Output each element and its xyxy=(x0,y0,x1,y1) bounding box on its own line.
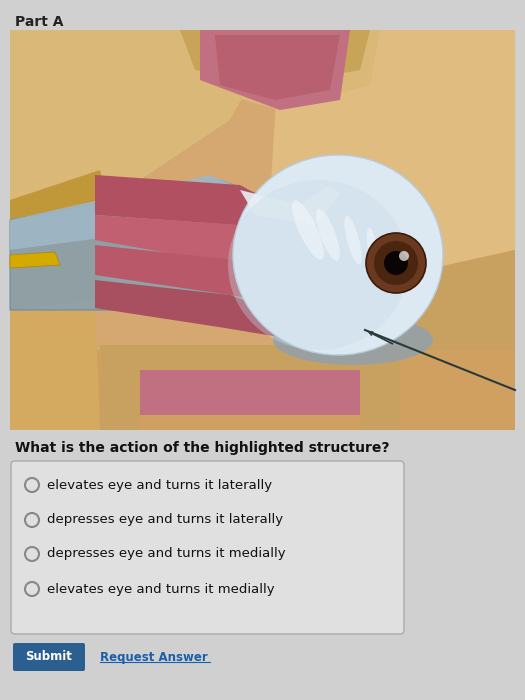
Polygon shape xyxy=(95,280,285,338)
Polygon shape xyxy=(270,30,515,280)
Polygon shape xyxy=(10,175,255,250)
Text: depresses eye and turns it medially: depresses eye and turns it medially xyxy=(47,547,286,561)
Polygon shape xyxy=(140,360,360,415)
Polygon shape xyxy=(10,252,60,268)
Polygon shape xyxy=(215,35,340,100)
Polygon shape xyxy=(200,30,350,110)
FancyBboxPatch shape xyxy=(11,461,404,634)
Circle shape xyxy=(399,251,409,261)
Text: elevates eye and turns it medially: elevates eye and turns it medially xyxy=(47,582,275,596)
Circle shape xyxy=(374,241,418,285)
Polygon shape xyxy=(180,30,370,85)
Polygon shape xyxy=(10,300,100,430)
Polygon shape xyxy=(10,30,280,200)
Ellipse shape xyxy=(316,209,340,261)
Polygon shape xyxy=(170,30,380,110)
Polygon shape xyxy=(240,185,340,225)
Text: elevates eye and turns it laterally: elevates eye and turns it laterally xyxy=(47,479,272,491)
Ellipse shape xyxy=(273,315,433,365)
Text: Request Answer: Request Answer xyxy=(100,650,208,664)
Text: depresses eye and turns it laterally: depresses eye and turns it laterally xyxy=(47,514,283,526)
Polygon shape xyxy=(10,30,515,430)
Polygon shape xyxy=(380,250,515,430)
Polygon shape xyxy=(95,175,295,240)
Polygon shape xyxy=(95,215,295,275)
Text: Submit: Submit xyxy=(26,650,72,664)
Ellipse shape xyxy=(233,155,443,355)
Polygon shape xyxy=(10,350,515,430)
Polygon shape xyxy=(10,180,270,310)
Polygon shape xyxy=(100,345,140,430)
Ellipse shape xyxy=(367,228,379,272)
Polygon shape xyxy=(10,170,120,310)
Circle shape xyxy=(384,251,408,275)
Bar xyxy=(10,30,515,430)
Ellipse shape xyxy=(292,200,324,260)
Polygon shape xyxy=(115,345,390,370)
Ellipse shape xyxy=(344,216,362,264)
FancyBboxPatch shape xyxy=(13,643,85,671)
Polygon shape xyxy=(360,345,400,430)
Text: What is the action of the highlighted structure?: What is the action of the highlighted st… xyxy=(15,441,390,455)
Polygon shape xyxy=(95,245,290,305)
Text: Part A: Part A xyxy=(15,15,64,29)
Ellipse shape xyxy=(228,180,408,350)
Circle shape xyxy=(366,233,426,293)
